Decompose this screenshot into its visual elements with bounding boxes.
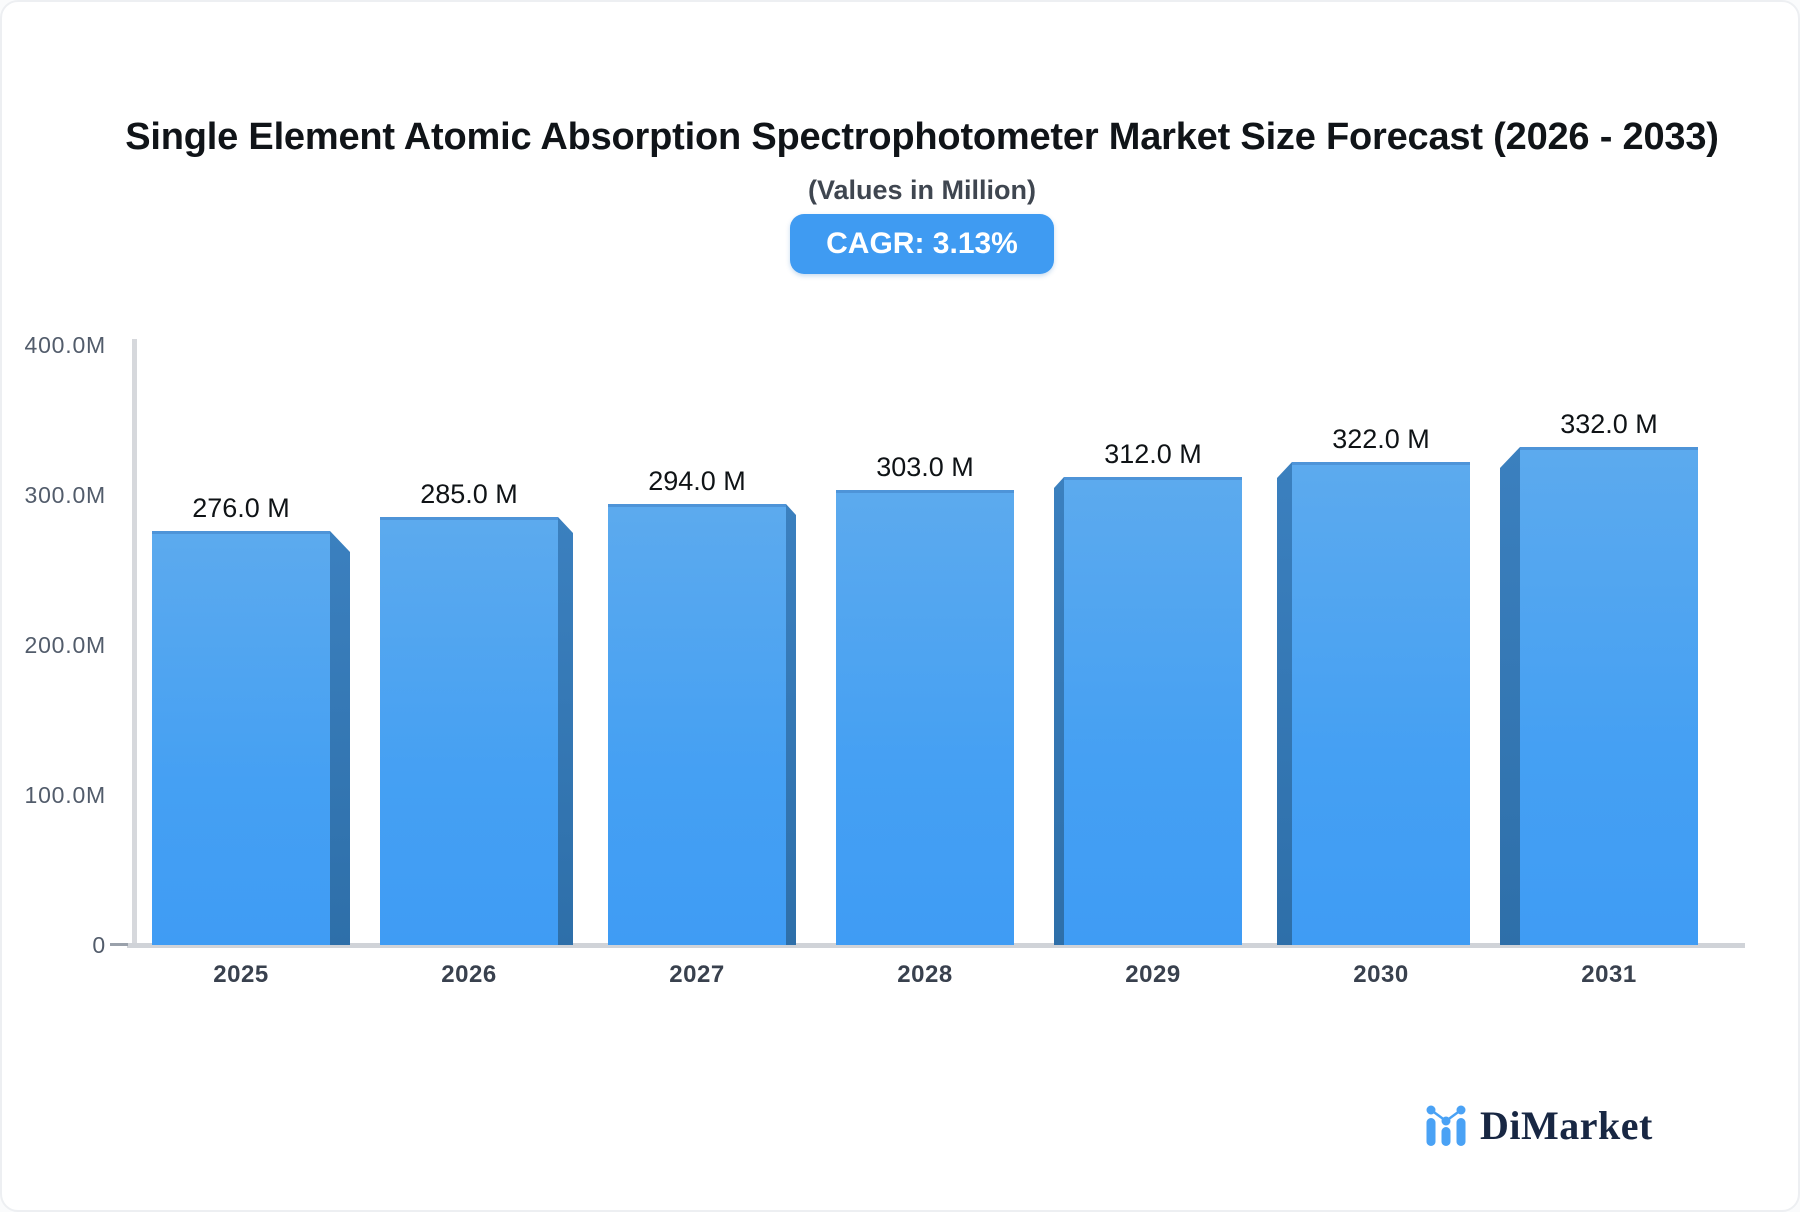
bar[interactable] xyxy=(1520,447,1698,945)
x-axis-category-label: 2026 xyxy=(441,961,497,988)
bar[interactable] xyxy=(1064,477,1242,945)
bar-value-label: 332.0 M xyxy=(1560,409,1658,439)
bar[interactable] xyxy=(608,504,786,945)
bar[interactable] xyxy=(1292,462,1470,945)
x-axis-category-label: 2027 xyxy=(669,961,725,988)
y-axis-line xyxy=(132,339,137,945)
bar-chart-logo-icon xyxy=(1426,1105,1466,1146)
chart-title: Single Element Atomic Absorption Spectro… xyxy=(125,116,1719,158)
bar-3d-side xyxy=(1277,462,1292,945)
bar-value-label: 303.0 M xyxy=(876,452,974,482)
chart-header: Single Element Atomic Absorption Spectro… xyxy=(72,110,1772,274)
x-axis-category-label: 2025 xyxy=(213,961,269,988)
x-axis-category-label: 2029 xyxy=(1125,961,1181,988)
bar-value-label: 276.0 M xyxy=(192,493,290,523)
x-axis-category-label: 2028 xyxy=(897,961,953,988)
bar-3d-side xyxy=(1500,447,1520,945)
bar[interactable] xyxy=(836,490,1014,945)
bar[interactable] xyxy=(380,517,558,945)
bar-value-label: 322.0 M xyxy=(1332,424,1430,454)
bar-value-label: 285.0 M xyxy=(420,479,518,509)
bar[interactable] xyxy=(152,531,330,945)
x-axis-baseline xyxy=(127,943,1745,948)
y-axis-tick-label: 400.0M xyxy=(24,332,106,358)
x-axis-category-label: 2031 xyxy=(1581,961,1637,988)
y-axis-tick-label: 300.0M xyxy=(24,482,106,508)
y-axis-tick-label: 200.0M xyxy=(24,632,106,658)
bar-3d-side xyxy=(330,531,350,945)
x-axis-category-label: 2030 xyxy=(1353,961,1409,988)
dimarket-logo-text: DiMarket xyxy=(1480,1103,1653,1148)
bar-value-label: 312.0 M xyxy=(1104,439,1202,469)
bar-3d-side xyxy=(786,504,796,945)
cagr-badge: CAGR: 3.13% xyxy=(790,214,1054,274)
zero-tick-mark xyxy=(110,943,128,946)
y-axis-tick-label: 100.0M xyxy=(24,782,106,808)
bar-value-label: 294.0 M xyxy=(648,466,746,496)
dimarket-logo: DiMarket xyxy=(1424,1102,1653,1150)
bar-3d-side xyxy=(1054,477,1064,945)
y-axis-tick-label: 0 xyxy=(92,932,106,958)
chart-subtitle: (Values in Million) xyxy=(807,175,1037,205)
bar-3d-side xyxy=(558,517,573,945)
